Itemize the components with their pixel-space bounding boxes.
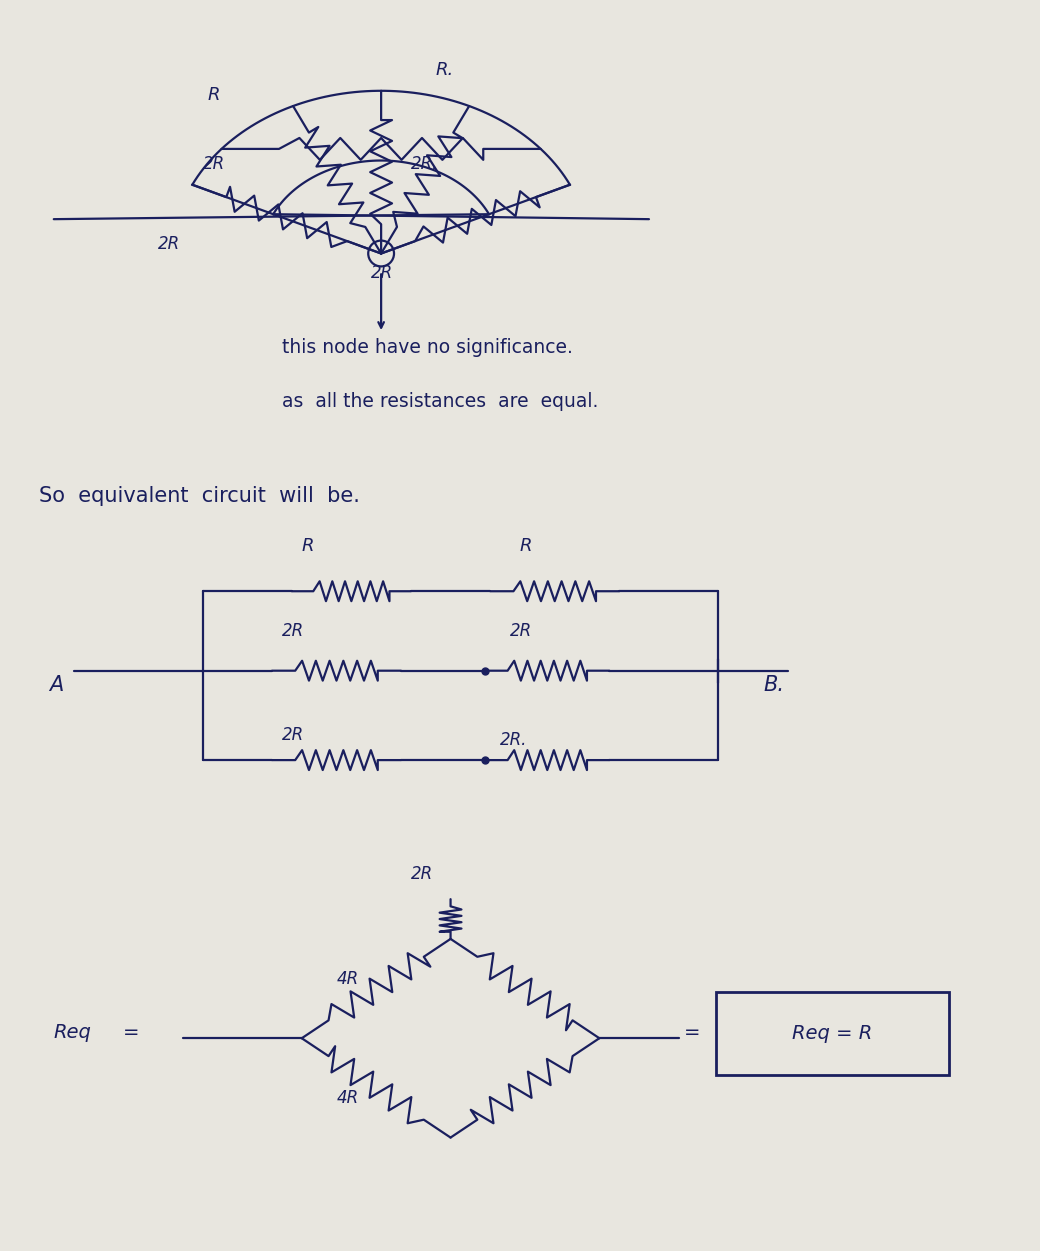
Text: 2R.: 2R. [411,155,438,173]
Text: 2R: 2R [371,264,393,283]
Text: B.: B. [763,674,784,694]
Text: So  equivalent  circuit  will  be.: So equivalent circuit will be. [38,485,360,505]
Text: 2R.: 2R. [500,731,527,749]
Text: R: R [520,538,532,555]
Text: 2R: 2R [510,622,532,641]
FancyBboxPatch shape [717,992,948,1075]
Text: 2R: 2R [282,622,304,641]
Text: 2R: 2R [158,234,180,253]
Text: Req: Req [54,1023,92,1042]
Text: this node have no significance.: this node have no significance. [282,338,573,357]
Text: Req = R: Req = R [792,1023,873,1043]
Text: R: R [208,85,220,104]
Text: 2R: 2R [282,727,304,744]
Text: 4R: 4R [337,970,359,987]
Text: A: A [49,674,63,694]
Text: =: = [683,1023,700,1042]
Text: 2R: 2R [411,866,433,883]
Text: =: = [123,1023,139,1042]
Text: 4R: 4R [337,1088,359,1107]
Text: R.: R. [436,61,453,79]
Text: 2R: 2R [203,155,225,173]
Text: as  all the resistances  are  equal.: as all the resistances are equal. [282,393,598,412]
Text: R: R [302,538,314,555]
